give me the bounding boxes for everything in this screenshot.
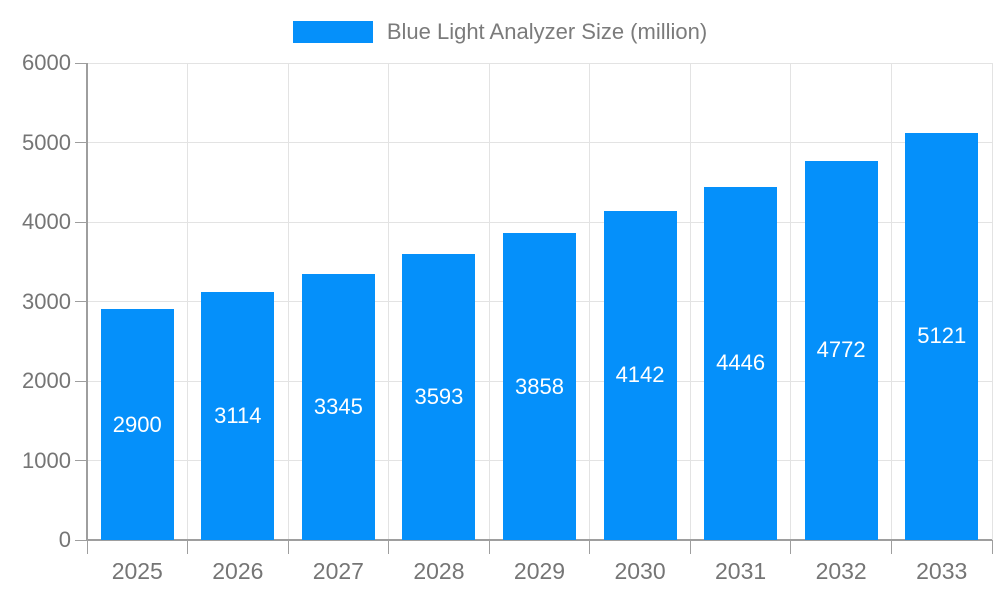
legend-label: Blue Light Analyzer Size (million) (386, 19, 708, 44)
y-axis-label: 5000 (22, 129, 71, 155)
bar-value-label: 4446 (716, 350, 766, 376)
x-gridline (589, 63, 591, 540)
chart-legend[interactable]: Blue Light Analyzer Size (million) (0, 14, 1000, 50)
y-axis-tick (75, 221, 87, 223)
x-axis-line (87, 539, 992, 541)
y-axis-label: 2000 (22, 368, 71, 393)
x-gridline (388, 63, 390, 540)
bar-2033: 5121 (905, 132, 979, 540)
bar-value-label: 3593 (414, 384, 464, 410)
y-axis-label: 1000 (22, 447, 71, 473)
x-axis-tick (86, 540, 88, 554)
y-axis-label: 6000 (22, 50, 71, 75)
bar-value-label: 3345 (313, 394, 363, 420)
x-axis-tick (689, 540, 691, 554)
x-axis-tick (890, 540, 892, 554)
y-axis-tick (75, 539, 87, 541)
y-gridline (87, 62, 992, 64)
bar-2029: 3858 (503, 233, 576, 540)
bar-2028: 3593 (402, 254, 476, 540)
x-axis-label-2031: 2031 (715, 558, 767, 584)
y-gridline (87, 221, 992, 223)
x-gridline (689, 63, 691, 540)
x-axis-label-2033: 2033 (916, 558, 968, 584)
y-axis-label: 0 (58, 527, 71, 552)
x-axis-label-2028: 2028 (413, 558, 465, 584)
y-axis-line (86, 63, 88, 540)
bar-value-label: 5121 (917, 323, 967, 349)
x-axis-tick (589, 540, 591, 554)
bar-2025: 2900 (100, 309, 174, 540)
x-axis-label-2027: 2027 (312, 558, 364, 584)
x-axis-label-2032: 2032 (815, 558, 867, 584)
bar-2032: 4772 (804, 160, 878, 540)
x-gridline (287, 63, 289, 540)
legend-swatch-icon (292, 21, 373, 43)
x-axis-label-2025: 2025 (111, 558, 163, 584)
bar-value-label: 2900 (112, 411, 162, 437)
x-axis-tick (287, 540, 289, 554)
y-axis-label: 4000 (22, 209, 71, 234)
x-axis-tick (187, 540, 189, 554)
x-gridline (790, 63, 792, 540)
x-axis-label-2029: 2029 (513, 558, 566, 584)
x-axis-tick (991, 540, 993, 554)
bar-value-label: 3858 (515, 373, 564, 399)
x-gridline (488, 63, 490, 540)
bar-value-label: 4142 (615, 362, 665, 388)
x-gridline (890, 63, 892, 540)
x-axis-tick (388, 540, 390, 554)
y-axis-tick (75, 380, 87, 382)
x-axis-label-2030: 2030 (614, 558, 666, 584)
bar-2030: 4142 (603, 210, 677, 540)
bar-value-label: 4772 (816, 337, 866, 363)
x-axis-label-2026: 2026 (212, 558, 264, 584)
y-axis-tick (75, 301, 87, 302)
y-axis-tick (75, 62, 87, 64)
x-axis-tick (790, 540, 792, 554)
bar-2027: 3345 (301, 274, 375, 540)
bar-value-label: 3114 (214, 403, 262, 429)
bar-2031: 4446 (704, 186, 778, 540)
y-axis-tick (75, 142, 87, 143)
y-axis-tick (75, 460, 87, 461)
y-axis-label: 3000 (22, 288, 71, 314)
x-gridline (991, 63, 993, 540)
bar-2026: 3114 (201, 292, 275, 540)
y-gridline (87, 142, 992, 143)
x-gridline (187, 63, 189, 540)
x-axis-tick (488, 540, 490, 554)
